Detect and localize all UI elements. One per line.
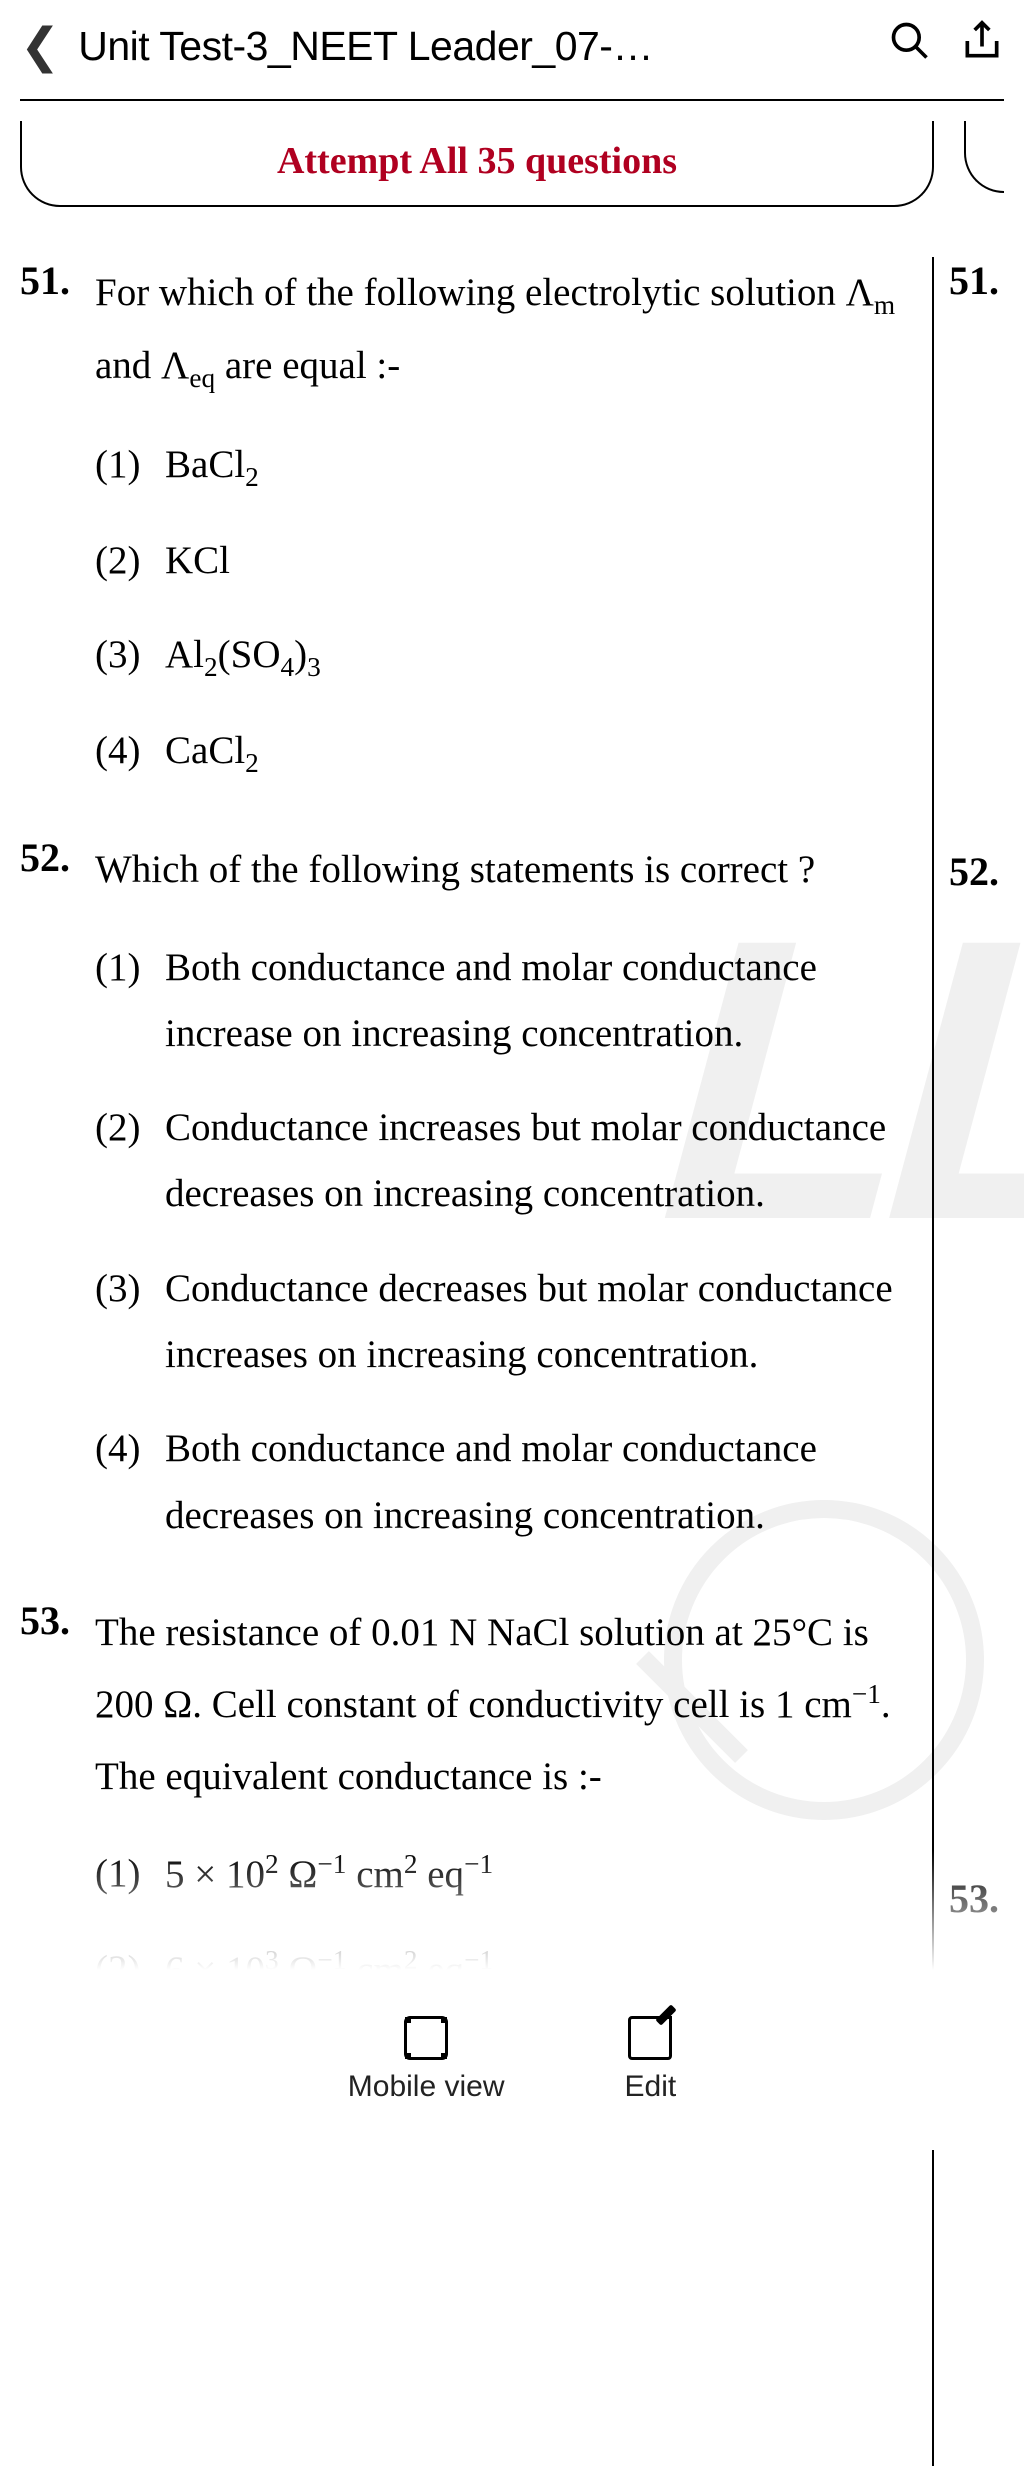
ref-number: 51. <box>949 257 1004 304</box>
fullscreen-icon <box>404 2016 448 2060</box>
option[interactable]: (1)5 × 102 Ω−1 cm2 eq−1 <box>95 1841 902 1908</box>
option[interactable]: (2)KCl <box>95 528 902 594</box>
question-number: 52. <box>20 834 95 1577</box>
bottom-toolbar: Mobile view Edit <box>0 1970 1024 2150</box>
option[interactable]: (2)Conductance increases but molar condu… <box>95 1095 902 1228</box>
share-icon[interactable] <box>960 19 1004 73</box>
page-title: Unit Test-3_NEET Leader_07-… <box>78 23 870 70</box>
option[interactable]: (1)Both conductance and molar conductanc… <box>95 935 902 1068</box>
option[interactable]: (1)BaCl2 <box>95 432 902 500</box>
question-text: The resistance of 0.01 N NaCl solution a… <box>95 1597 902 1813</box>
ref-number: 53. <box>949 1875 1004 1922</box>
question-51: 51. For which of the following electroly… <box>20 257 902 814</box>
header-separator <box>20 99 1004 101</box>
option[interactable]: (3)Al2(SO4)3 <box>95 622 902 690</box>
question-text: For which of the following electrolytic … <box>95 257 902 404</box>
app-header: ❮ Unit Test-3_NEET Leader_07-… <box>0 0 1024 99</box>
instruction-banner: Attempt All 35 questions <box>20 121 934 207</box>
banner-stub <box>964 121 1004 193</box>
mobile-view-button[interactable]: Mobile view <box>348 2016 505 2104</box>
back-icon[interactable]: ❮ <box>20 18 60 74</box>
search-icon[interactable] <box>888 19 932 74</box>
edit-button[interactable]: Edit <box>625 2016 677 2104</box>
question-text: Which of the following statements is cor… <box>95 834 902 906</box>
option[interactable]: (3)Conductance decreases but molar condu… <box>95 1256 902 1389</box>
question-number: 51. <box>20 257 95 814</box>
option[interactable]: (4)CaCl2 <box>95 718 902 786</box>
ref-number: 52. <box>949 848 1004 895</box>
option[interactable]: (4)Both conductance and molar conductanc… <box>95 1416 902 1549</box>
edit-icon <box>628 2016 672 2060</box>
question-52: 52. Which of the following statements is… <box>20 834 902 1577</box>
